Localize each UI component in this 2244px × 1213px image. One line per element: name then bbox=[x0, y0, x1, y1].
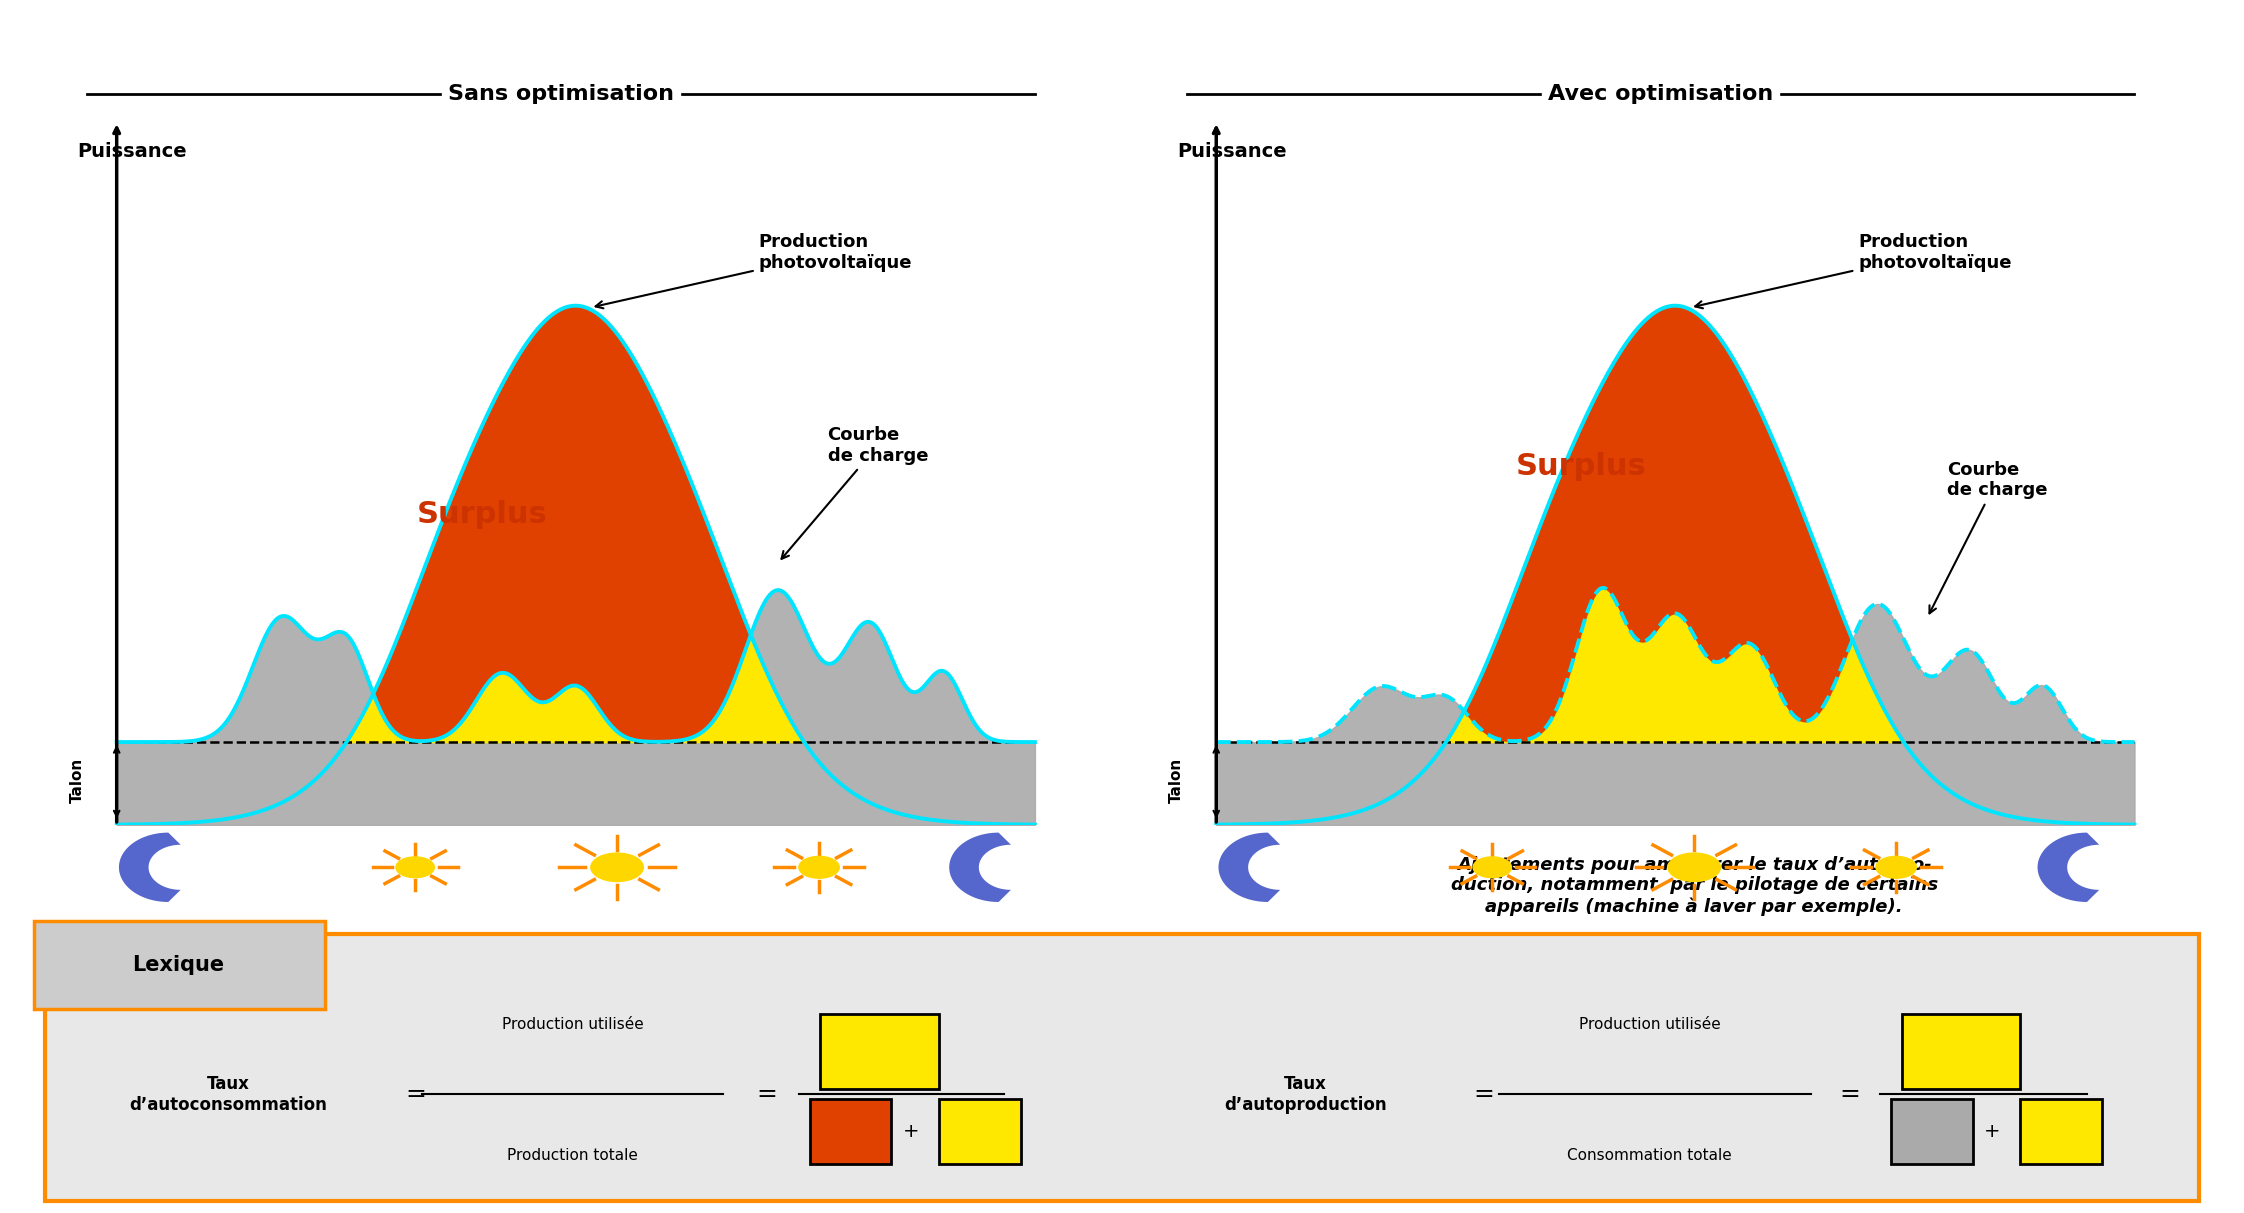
Bar bbox=[821, 1014, 938, 1089]
Text: Production utilisée: Production utilisée bbox=[1580, 1018, 1721, 1032]
Text: Lexique: Lexique bbox=[132, 955, 224, 975]
Bar bbox=[938, 1099, 1021, 1163]
Text: Taux
d’autoproduction: Taux d’autoproduction bbox=[1223, 1075, 1387, 1114]
Text: Puissance: Puissance bbox=[76, 142, 186, 161]
Text: Surplus: Surplus bbox=[417, 500, 548, 529]
Text: =: = bbox=[1840, 1082, 1860, 1106]
Text: Talon: Talon bbox=[70, 757, 85, 803]
Text: Ajustements pour améliorer le taux d’autopro-
duction, notamment  par le pilotag: Ajustements pour améliorer le taux d’aut… bbox=[1450, 855, 1939, 916]
Text: Taux
d’autoconsommation: Taux d’autoconsommation bbox=[130, 1075, 328, 1114]
Text: Puissance: Puissance bbox=[1176, 142, 1286, 161]
Text: Surplus: Surplus bbox=[1517, 451, 1647, 480]
Text: Courbe
de charge: Courbe de charge bbox=[781, 426, 929, 559]
Text: Production
photovoltaïque: Production photovoltaïque bbox=[1694, 233, 2011, 308]
Text: Consommation totale: Consommation totale bbox=[1566, 1147, 1732, 1163]
Text: =: = bbox=[404, 1082, 426, 1106]
Text: =: = bbox=[1474, 1082, 1495, 1106]
Text: Production totale: Production totale bbox=[507, 1147, 637, 1163]
Bar bbox=[34, 921, 325, 1009]
Text: Sans optimisation: Sans optimisation bbox=[449, 84, 673, 104]
Text: =: = bbox=[756, 1082, 776, 1106]
Text: +: + bbox=[1984, 1122, 2002, 1141]
Text: +: + bbox=[902, 1122, 920, 1141]
Text: Production
photovoltaïque: Production photovoltaïque bbox=[595, 233, 911, 308]
Text: Talon: Talon bbox=[1169, 757, 1185, 803]
Text: Courbe
de charge: Courbe de charge bbox=[1930, 461, 2047, 614]
Bar bbox=[2020, 1099, 2103, 1163]
Text: Avec optimisation: Avec optimisation bbox=[1548, 84, 1773, 104]
Bar bbox=[810, 1099, 891, 1163]
Bar bbox=[1892, 1099, 1972, 1163]
Text: Production utilisée: Production utilisée bbox=[503, 1018, 644, 1032]
Bar bbox=[1903, 1014, 2020, 1089]
